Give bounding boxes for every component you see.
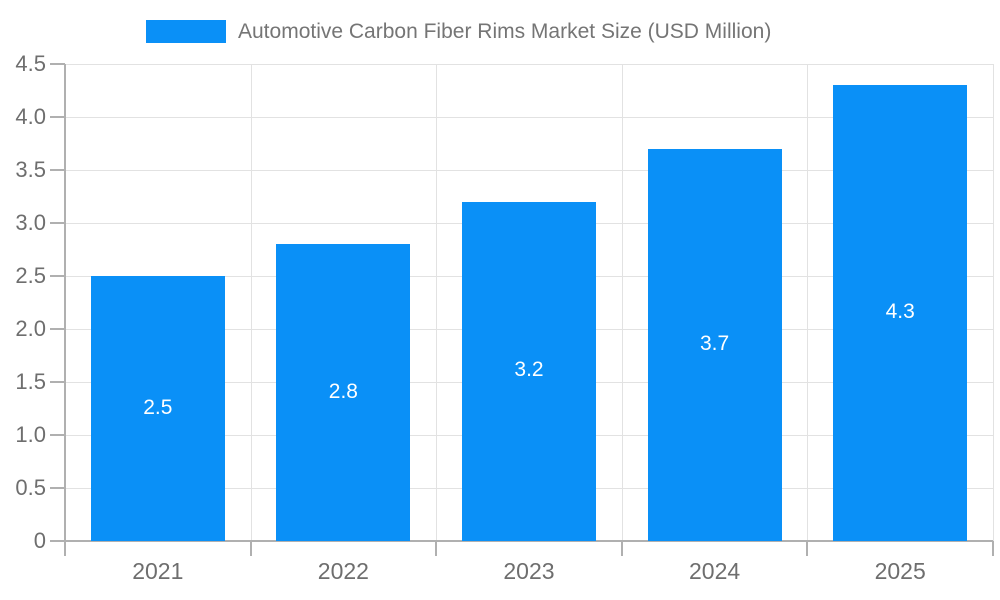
y-axis-tick (50, 487, 65, 489)
y-axis-tick (50, 328, 65, 330)
vertical-gridline (621, 64, 623, 541)
y-axis-tick (50, 116, 65, 118)
y-axis-line (64, 64, 66, 556)
bar-2024 (647, 148, 782, 541)
x-axis-tick-label: 2024 (689, 558, 741, 584)
x-axis-tick (249, 541, 252, 556)
x-axis-tick (992, 541, 994, 556)
legend-swatch-icon (146, 20, 226, 43)
vertical-gridline (807, 64, 809, 541)
bar-value-label: 2.8 (328, 379, 358, 403)
y-axis-tick (50, 63, 65, 65)
y-axis-tick (50, 222, 65, 224)
horizontal-gridline (65, 169, 993, 171)
bar-2021 (90, 276, 225, 541)
y-axis-tick-label: 3.0 (15, 210, 46, 235)
horizontal-gridline (65, 63, 993, 65)
y-axis-tick (50, 434, 65, 436)
horizontal-gridline (65, 116, 993, 118)
x-axis-tick-label: 2022 (317, 558, 369, 584)
x-axis-tick (64, 541, 66, 556)
y-axis-tick-label: 1.5 (15, 369, 46, 394)
bar-value-label: 3.2 (514, 358, 544, 382)
bar-value-label: 4.3 (885, 300, 915, 324)
y-axis-tick-label: 3.5 (15, 157, 46, 182)
y-axis-tick-label: 1.0 (15, 422, 46, 447)
chart-legend: Automotive Carbon Fiber Rims Market Size… (146, 19, 771, 44)
y-axis-tick-label: 2.0 (15, 316, 46, 341)
bar-value-label: 2.5 (143, 395, 173, 419)
x-axis-tick (620, 541, 623, 556)
y-axis-tick (50, 381, 65, 383)
x-axis-tick (435, 541, 438, 556)
chart-title: Automotive Carbon Fiber Rims Market Size… (238, 20, 772, 43)
y-axis-tick (50, 275, 65, 277)
y-axis-tick-label: 2.5 (15, 263, 46, 288)
bar-value-label: 3.7 (699, 331, 730, 355)
y-axis-tick (50, 169, 65, 171)
x-axis-tick-label: 2021 (132, 558, 184, 584)
vertical-gridline (250, 64, 252, 541)
bar-2023 (462, 201, 596, 541)
vertical-gridline (993, 64, 994, 541)
x-axis-tick-label: 2023 (503, 558, 555, 584)
y-axis-tick-label: 0.5 (15, 475, 46, 500)
x-axis-line (50, 540, 993, 542)
vertical-gridline (436, 64, 438, 541)
y-axis-tick-label: 0 (33, 528, 46, 553)
x-axis-tick-label: 2025 (874, 558, 926, 584)
y-axis-tick-label: 4.5 (15, 51, 46, 76)
y-axis-tick-label: 4.0 (15, 104, 46, 129)
bar-2022 (276, 244, 411, 541)
bar-2025 (833, 85, 968, 541)
x-axis-tick (806, 541, 809, 556)
